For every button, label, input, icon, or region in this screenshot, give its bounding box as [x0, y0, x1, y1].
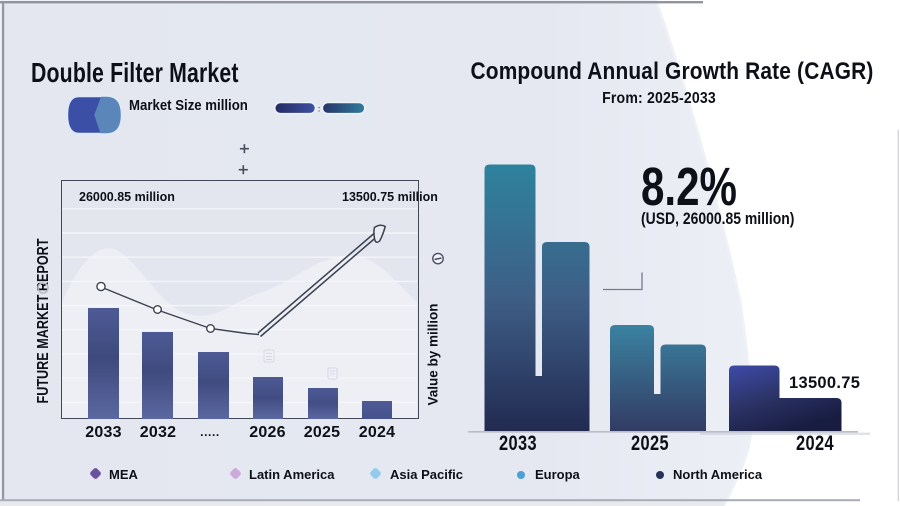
svg-text::: : [318, 105, 321, 114]
